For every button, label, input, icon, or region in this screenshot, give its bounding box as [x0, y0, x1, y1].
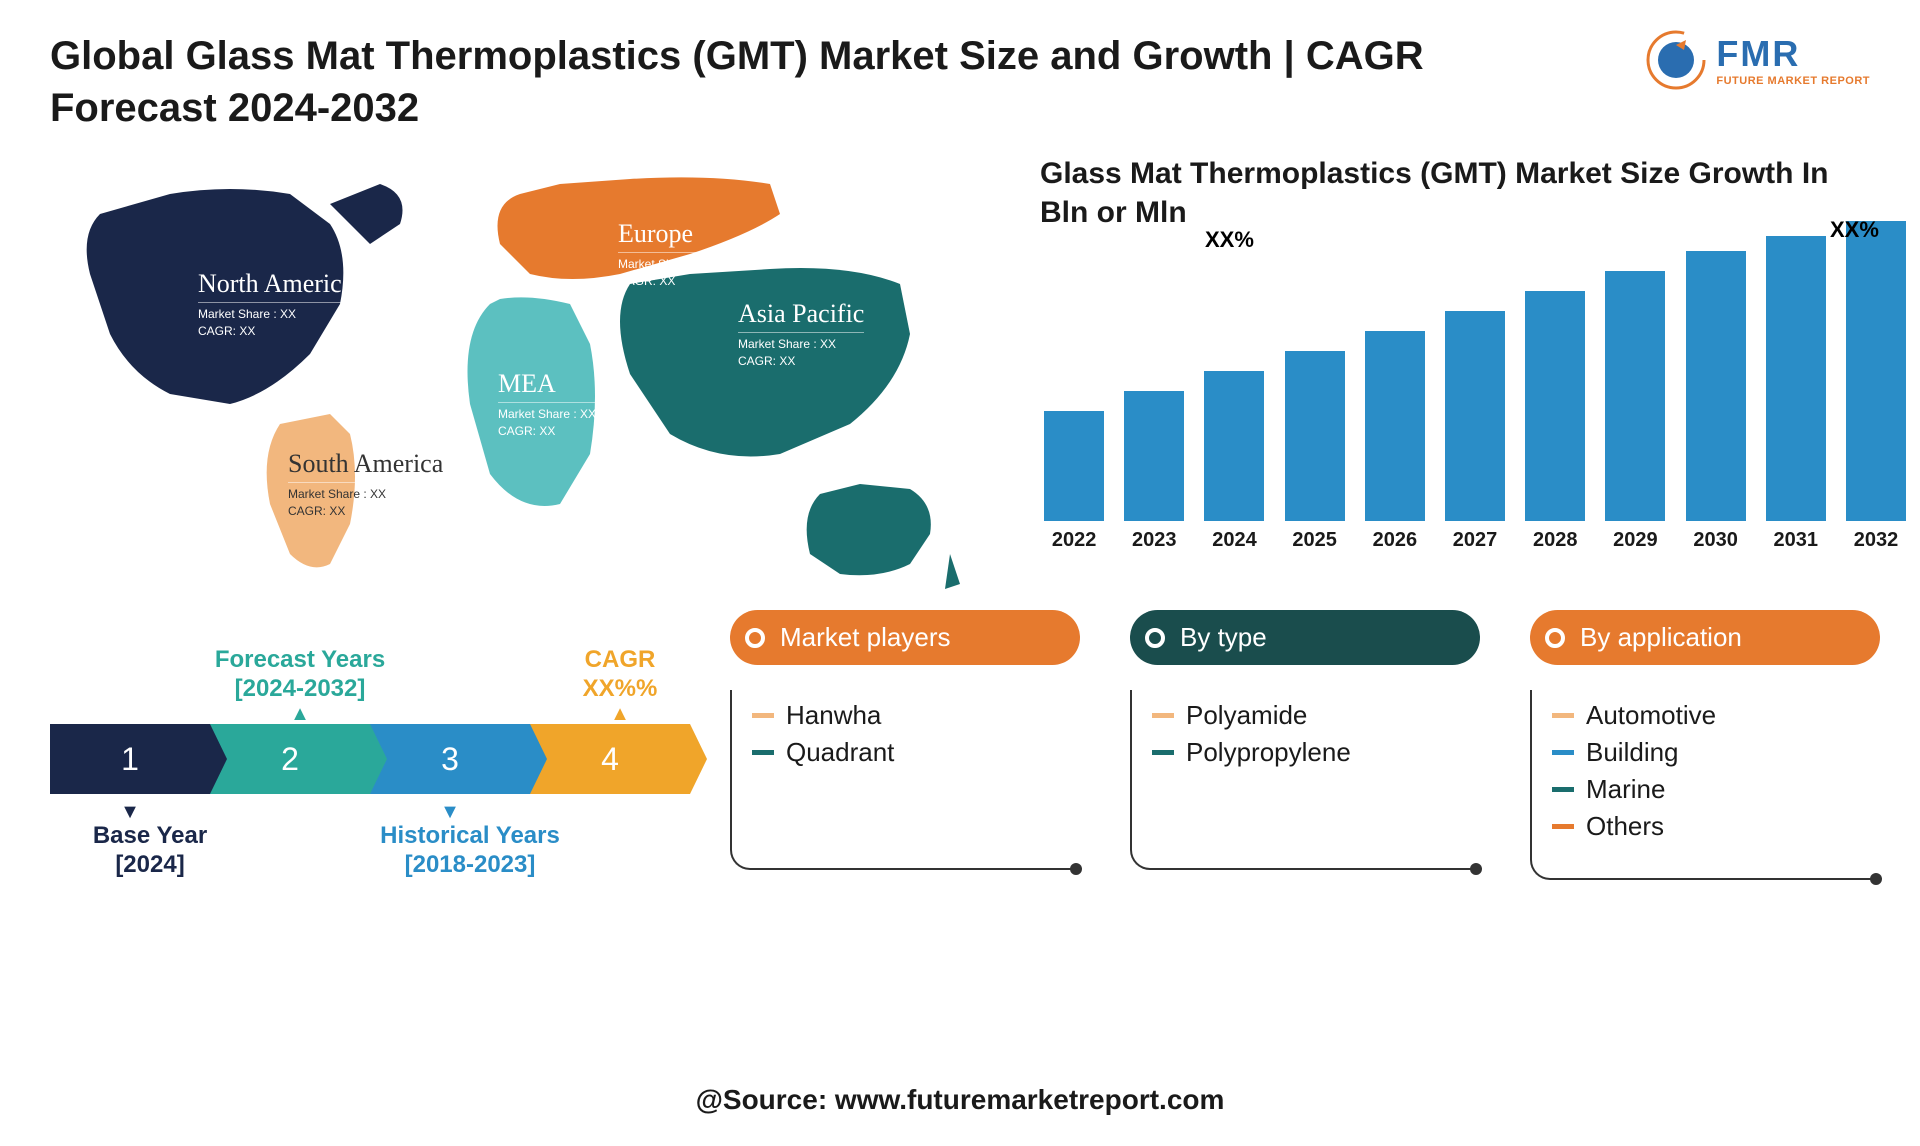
- chart-title: Glass Mat Thermoplastics (GMT) Market Si…: [1040, 154, 1910, 232]
- bar: [1285, 351, 1345, 521]
- category-column: Market players Hanwha Quadrant: [730, 610, 1080, 880]
- timeline-top-label: CAGRXX%%▲: [530, 646, 710, 724]
- dot-icon: [745, 628, 765, 648]
- timeline-segment: 3: [370, 724, 530, 794]
- category-item: Hanwha: [752, 700, 1080, 731]
- timeline: Forecast Years[2024-2032]▲CAGRXX%%▲ 1234…: [50, 634, 690, 892]
- category-title: By application: [1580, 622, 1742, 653]
- fmr-logo: FMR FUTURE MARKET REPORT: [1646, 30, 1870, 90]
- logo-icon: [1646, 30, 1706, 90]
- bar-year-label: 2026: [1373, 529, 1418, 552]
- bar-year-label: 2024: [1212, 529, 1257, 552]
- category-list: Polyamide Polypropylene: [1130, 690, 1480, 870]
- dash-icon: [1552, 750, 1574, 755]
- region-stats: Market Share : XXCAGR: XX: [618, 252, 716, 290]
- bar-pct-label: XX%: [1205, 227, 1254, 253]
- dash-icon: [1152, 713, 1174, 718]
- category-item-label: Others: [1586, 811, 1664, 842]
- timeline-segment: 1: [50, 724, 210, 794]
- category-pill: By type: [1130, 610, 1480, 665]
- bar-year-label: 2032: [1854, 529, 1899, 552]
- bar: [1124, 391, 1184, 521]
- logo-text-main: FMR: [1716, 33, 1870, 75]
- category-column: By type Polyamide Polypropylene: [1130, 610, 1480, 880]
- bar: [1525, 291, 1585, 521]
- region-stats: Market Share : XXCAGR: XX: [288, 482, 443, 520]
- bar-year-label: 2031: [1774, 529, 1819, 552]
- category-list: Hanwha Quadrant: [730, 690, 1080, 870]
- category-pill: Market players: [730, 610, 1080, 665]
- dash-icon: [1552, 713, 1574, 718]
- bar-year-label: 2028: [1533, 529, 1578, 552]
- category-item: Others: [1552, 811, 1880, 842]
- bar-year-label: 2029: [1613, 529, 1658, 552]
- category-item-label: Polypropylene: [1186, 737, 1351, 768]
- bar: [1766, 236, 1826, 521]
- logo-text-sub: FUTURE MARKET REPORT: [1716, 75, 1870, 87]
- region-name: Europe: [618, 219, 716, 249]
- category-item: Polypropylene: [1152, 737, 1480, 768]
- bar: [1686, 251, 1746, 521]
- timeline-bottom-label: ▼Historical Years[2018-2023]: [370, 802, 570, 880]
- dash-icon: [1152, 750, 1174, 755]
- category-column: By application Automotive Building Marine O…: [1530, 610, 1880, 880]
- region-stats: Market Share : XXCAGR: XX: [498, 402, 596, 440]
- page-title: Global Glass Mat Thermoplastics (GMT) Ma…: [50, 30, 1450, 134]
- source-attribution: @Source: www.futuremarketreport.com: [696, 1084, 1225, 1116]
- category-item-label: Building: [1586, 737, 1679, 768]
- category-item: Automotive: [1552, 700, 1880, 731]
- category-list: Automotive Building Marine Others: [1530, 690, 1880, 880]
- bar: [1044, 411, 1104, 521]
- category-item: Building: [1552, 737, 1880, 768]
- dash-icon: [1552, 824, 1574, 829]
- timeline-segment: 4: [530, 724, 690, 794]
- bar-year-label: 2027: [1453, 529, 1498, 552]
- category-item-label: Marine: [1586, 774, 1665, 805]
- bar-year-label: 2025: [1292, 529, 1337, 552]
- category-item: Quadrant: [752, 737, 1080, 768]
- bar: [1365, 331, 1425, 521]
- bar-pct-label: XX%: [1830, 217, 1879, 243]
- world-map: North America Market Share : XXCAGR: XX …: [50, 154, 1010, 594]
- bar-year-label: 2030: [1693, 529, 1738, 552]
- category-item-label: Hanwha: [786, 700, 881, 731]
- category-item-label: Quadrant: [786, 737, 894, 768]
- category-item: Polyamide: [1152, 700, 1480, 731]
- region-name: North America: [198, 269, 353, 299]
- dash-icon: [752, 750, 774, 755]
- timeline-top-label: Forecast Years[2024-2032]▲: [210, 646, 390, 724]
- region-name: MEA: [498, 369, 596, 399]
- bar: [1204, 371, 1264, 521]
- growth-bar-chart: Glass Mat Thermoplastics (GMT) Market Si…: [1040, 154, 1910, 594]
- category-pill: By application: [1530, 610, 1880, 665]
- category-item-label: Automotive: [1586, 700, 1716, 731]
- region-stats: Market Share : XXCAGR: XX: [198, 302, 353, 340]
- bar: [1445, 311, 1505, 521]
- category-item: Marine: [1552, 774, 1880, 805]
- category-item-label: Polyamide: [1186, 700, 1307, 731]
- timeline-bottom-label: ▼Base Year[2024]: [50, 802, 250, 880]
- bar-year-label: 2023: [1132, 529, 1177, 552]
- region-name: Asia Pacific: [738, 299, 864, 329]
- region-stats: Market Share : XXCAGR: XX: [738, 332, 864, 370]
- bar-year-label: 2022: [1052, 529, 1097, 552]
- dash-icon: [752, 713, 774, 718]
- timeline-segment: 2: [210, 724, 370, 794]
- bar: [1846, 221, 1906, 521]
- dot-icon: [1545, 628, 1565, 648]
- category-title: By type: [1180, 622, 1267, 653]
- bar: [1605, 271, 1665, 521]
- dot-icon: [1145, 628, 1165, 648]
- region-name: South America: [288, 449, 443, 479]
- category-title: Market players: [780, 622, 951, 653]
- dash-icon: [1552, 787, 1574, 792]
